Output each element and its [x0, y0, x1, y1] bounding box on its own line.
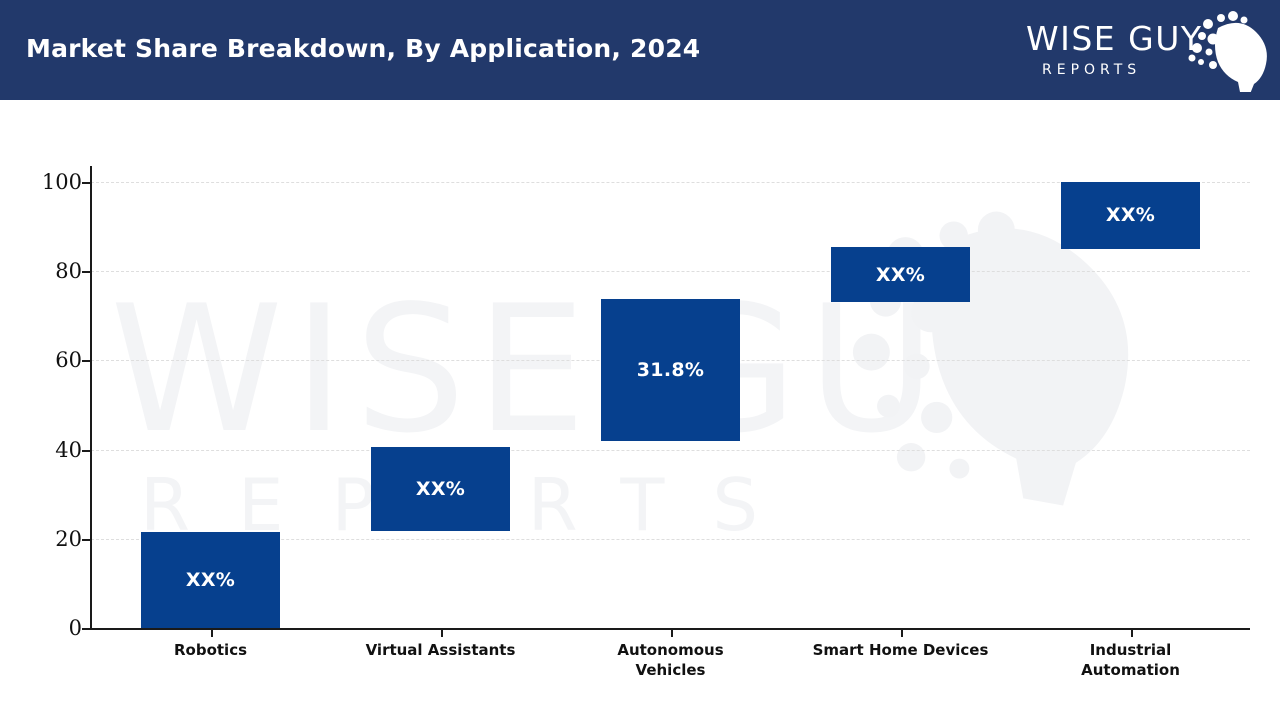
y-tick-label-20: 20 [55, 526, 82, 551]
bar-label-robotics: XX% [185, 569, 236, 592]
x-label-robotics-line1: Robotics [173, 641, 248, 659]
plot-area: XX% XX% 31.8% XX% XX% [91, 182, 1250, 628]
bar-label-smart-home-devices: XX% [875, 263, 926, 286]
bar-label-virtual-assistants: XX% [415, 478, 466, 501]
y-tick-label-100: 100 [41, 170, 82, 194]
bar-label-industrial-automation: XX% [1105, 204, 1156, 227]
chart-container: WISE GUY REPORTS [0, 100, 1280, 720]
y-tick-label-40: 40 [55, 437, 82, 462]
x-label-robotics: Robotics [81, 640, 341, 660]
y-tick-label-0: 0 [68, 616, 82, 640]
bar-smart-home-devices[interactable]: XX% [831, 246, 970, 303]
page-header: Market Share Breakdown, By Application, … [0, 0, 1280, 100]
y-tick-80 [82, 271, 91, 274]
bar-industrial-automation[interactable]: XX% [1061, 182, 1200, 249]
y-tick-100 [82, 182, 91, 184]
page-title: Market Share Breakdown, By Application, … [26, 34, 701, 63]
x-axis-line [90, 628, 1250, 630]
x-tick-smart-home-devices [900, 628, 903, 637]
gridline-80 [91, 271, 1250, 273]
y-axis-line [90, 166, 92, 628]
x-label-virtual-assistants-line1: Virtual Assistants [365, 641, 516, 659]
bar-virtual-assistants[interactable]: XX% [371, 447, 510, 532]
x-tick-industrial-automation [1130, 628, 1133, 637]
x-label-smart-home-devices-line1: Smart Home Devices [812, 641, 989, 659]
y-tick-0 [82, 628, 91, 630]
x-label-autonomous-vehicles-line1: Autonomous [617, 641, 724, 659]
gridline-20 [91, 538, 1250, 540]
x-tick-autonomous-vehicles [670, 628, 673, 637]
y-tick-40 [82, 449, 91, 452]
y-tick-label-60: 60 [55, 348, 82, 373]
x-label-autonomous-vehicles-line2: Vehicles [635, 661, 706, 679]
bar-robotics[interactable]: XX% [141, 532, 280, 628]
bar-label-autonomous-vehicles: 31.8% [636, 358, 705, 381]
x-label-smart-home-devices: Smart Home Devices [771, 640, 1031, 660]
x-label-autonomous-vehicles: Autonomous Vehicles [541, 640, 801, 680]
x-label-industrial-automation-line1: Industrial [1089, 641, 1172, 659]
svg-text:WISE GUY: WISE GUY [1026, 19, 1203, 58]
x-label-industrial-automation: Industrial Automation [1001, 640, 1261, 680]
bar-autonomous-vehicles[interactable]: 31.8% [601, 298, 740, 441]
x-tick-virtual-assistants [440, 628, 443, 637]
y-tick-60 [82, 360, 91, 363]
gridline-100 [91, 182, 1250, 183]
y-tick-label-80: 80 [55, 259, 82, 284]
gridline-40 [91, 449, 1250, 451]
x-label-virtual-assistants: Virtual Assistants [311, 640, 571, 660]
svg-text:REPORTS: REPORTS [1042, 62, 1141, 78]
wise-guy-reports-logo: WISE GUY REPORTS [1022, 8, 1272, 92]
x-tick-robotics [210, 628, 213, 637]
x-label-industrial-automation-line2: Automation [1081, 661, 1180, 679]
y-tick-20 [82, 538, 91, 541]
